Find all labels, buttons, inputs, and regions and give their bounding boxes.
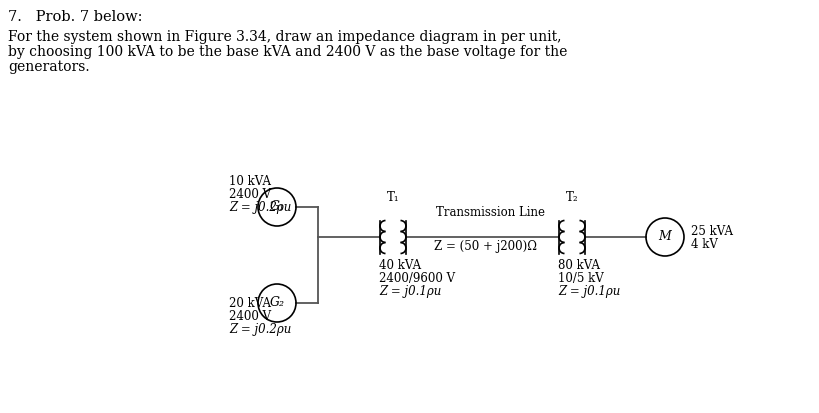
Text: Z = (50 + j200)Ω: Z = (50 + j200)Ω <box>433 240 536 253</box>
Text: 4 kV: 4 kV <box>690 238 717 251</box>
Text: Z = j0.2ρu: Z = j0.2ρu <box>229 323 291 336</box>
Text: 10 kVA: 10 kVA <box>229 175 270 188</box>
Text: by choosing 100 kVA to be the base kVA and 2400 V as the base voltage for the: by choosing 100 kVA to be the base kVA a… <box>8 45 567 59</box>
Text: G₂: G₂ <box>269 297 284 309</box>
Text: For the system shown in Figure 3.34, draw an impedance diagram in per unit,: For the system shown in Figure 3.34, dra… <box>8 30 561 44</box>
Text: Transmission Line: Transmission Line <box>436 206 545 219</box>
Text: Z = j0.2ρu: Z = j0.2ρu <box>229 201 291 214</box>
Text: 20 kVA: 20 kVA <box>229 297 270 310</box>
Text: 80 kVA: 80 kVA <box>557 259 600 272</box>
Text: Z = j0.1ρu: Z = j0.1ρu <box>378 285 441 298</box>
Text: T₁: T₁ <box>387 191 399 204</box>
Text: Z = j0.1ρu: Z = j0.1ρu <box>557 285 620 298</box>
Text: 25 kVA: 25 kVA <box>690 225 732 238</box>
Text: 2400 V: 2400 V <box>229 310 271 323</box>
Text: T₂: T₂ <box>565 191 578 204</box>
Text: M: M <box>658 230 671 244</box>
Text: 2400 V: 2400 V <box>229 188 271 201</box>
Text: 7.   Prob. 7 below:: 7. Prob. 7 below: <box>8 10 143 24</box>
Text: 2400/9600 V: 2400/9600 V <box>378 272 455 285</box>
Text: G₁: G₁ <box>269 200 284 214</box>
Text: generators.: generators. <box>8 60 89 74</box>
Text: 40 kVA: 40 kVA <box>378 259 421 272</box>
Text: 10/5 kV: 10/5 kV <box>557 272 603 285</box>
